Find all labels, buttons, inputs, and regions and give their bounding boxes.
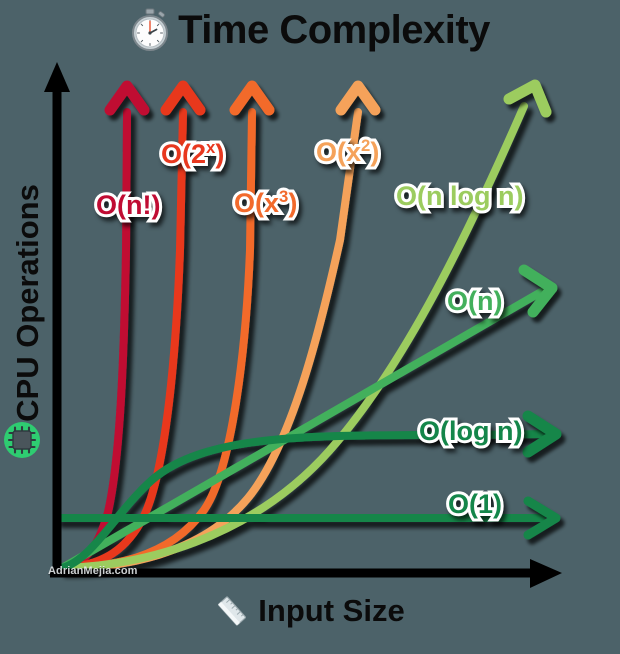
curve-label-exponential: O(2x) O(2x): [158, 136, 227, 170]
x-axis-label-row: Input Size: [0, 589, 620, 633]
arrowhead-linear: [518, 264, 558, 318]
arrowhead-factorial: [104, 80, 150, 116]
arrowhead-cubic: [229, 80, 275, 116]
curve-factorial: [58, 108, 131, 572]
curve-linearithmic: [58, 102, 528, 572]
page-title: Time Complexity: [178, 8, 490, 52]
curve-exponential: [58, 108, 187, 572]
arrowhead-constant: [523, 496, 561, 540]
computer-chip-icon: [4, 422, 40, 458]
straight-ruler-icon: [218, 596, 247, 626]
curve-label-cubic: O(x3) O(x3): [231, 185, 300, 219]
arrowhead-linearithmic: [503, 79, 552, 118]
arrowhead-logarithmic: [522, 410, 562, 458]
arrowhead-quadratic: [335, 80, 381, 116]
curve-logarithmic: [58, 430, 545, 572]
curve-label-constant: O(1) O(1): [445, 488, 505, 521]
stopwatch-icon: [132, 8, 169, 51]
curve-label-linear: O(n) O(n): [444, 285, 506, 318]
x-axis-label: Input Size: [258, 593, 405, 628]
arrowhead-exponential: [160, 80, 206, 116]
curve-label-linearithmic: O(n log n) O(n log n): [393, 180, 526, 213]
chart-title-row: Time Complexity: [0, 2, 620, 58]
curve-label-logarithmic: O(log n) O(log n): [416, 415, 525, 448]
curve-label-quadratic: O(x2) O(x2): [313, 134, 382, 168]
curve-cubic: [58, 108, 256, 572]
curve-label-factorial: O(n!) O(n!): [93, 189, 164, 222]
watermark: AdrianMejia.com: [48, 565, 138, 577]
axis-lines: [44, 62, 562, 588]
